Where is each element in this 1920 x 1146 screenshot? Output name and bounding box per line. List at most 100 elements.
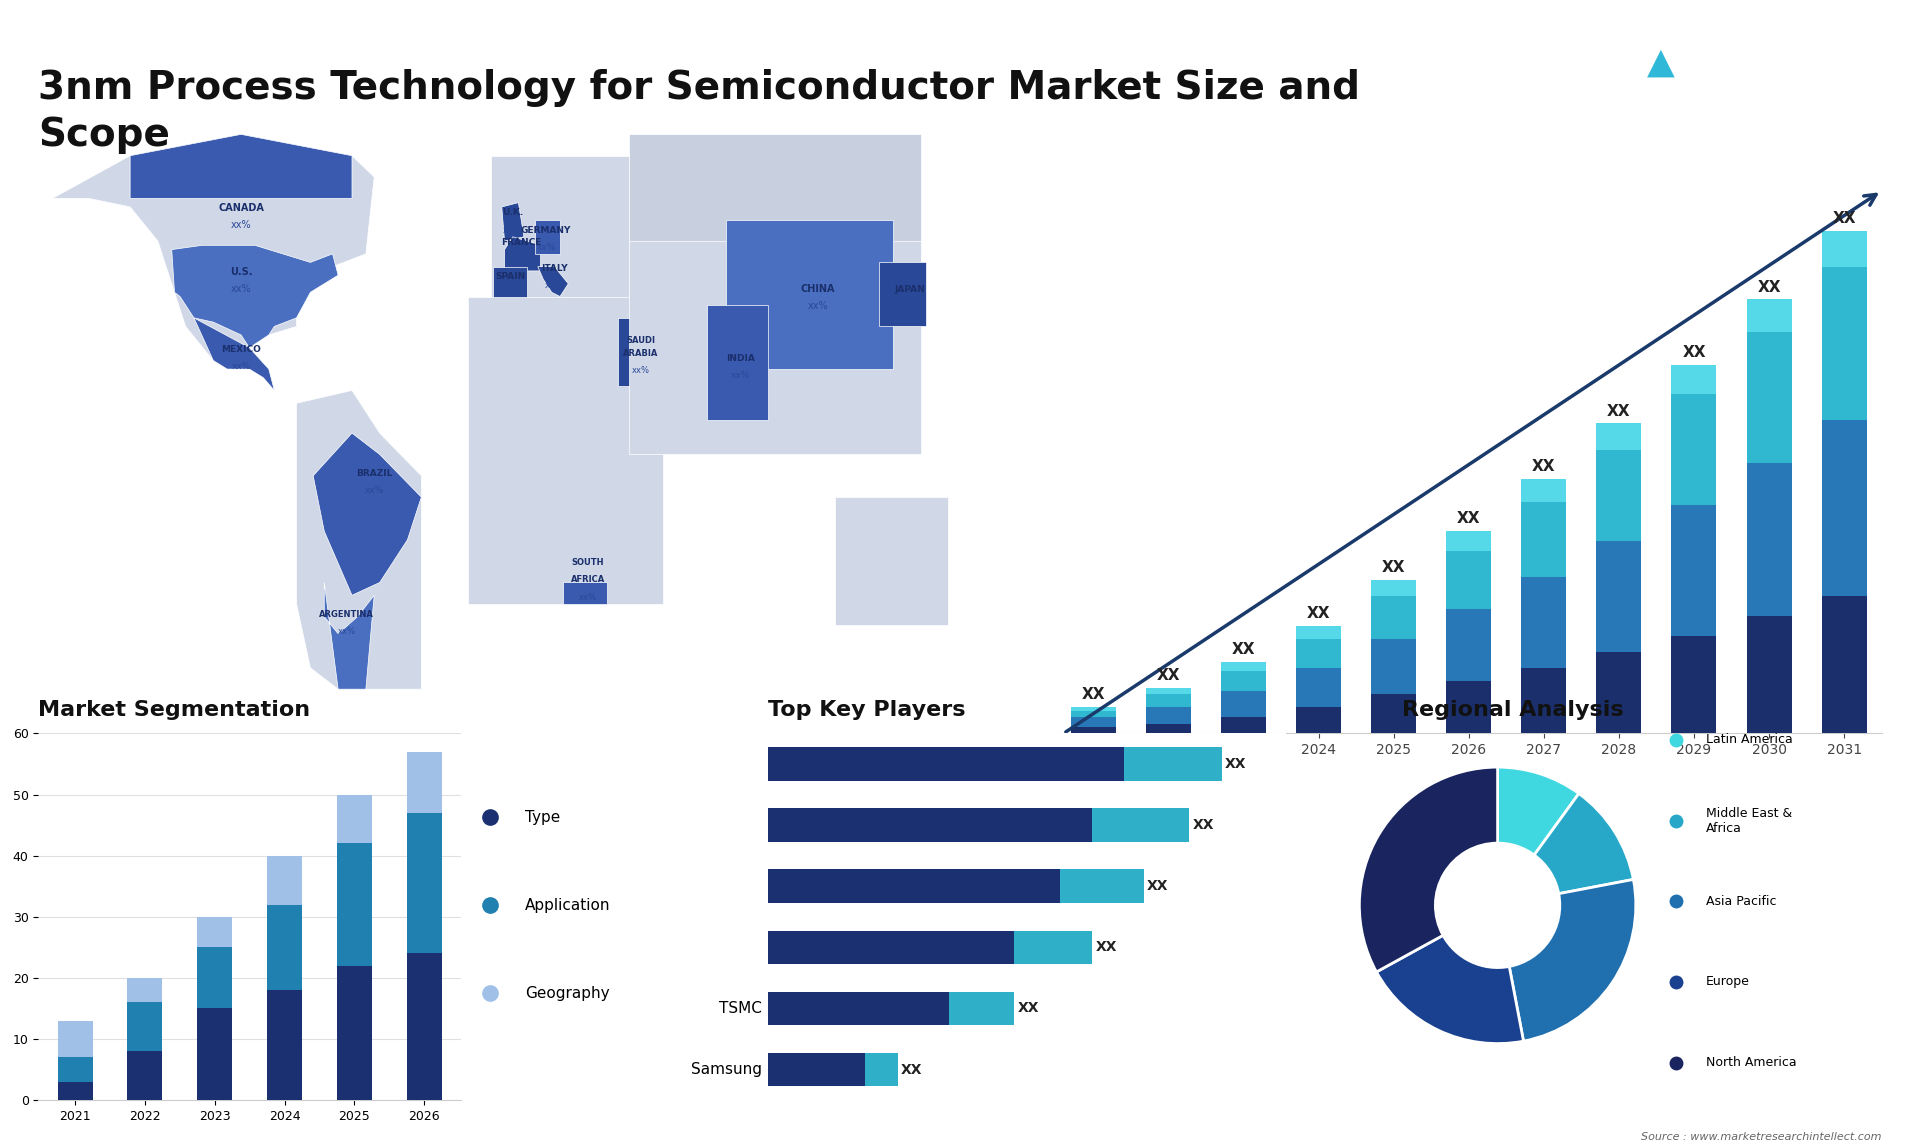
Text: xx%: xx%	[900, 303, 920, 312]
Polygon shape	[492, 156, 630, 300]
Text: xx%: xx%	[230, 220, 252, 230]
Bar	[1296, 707, 1342, 733]
Bar	[1446, 610, 1492, 681]
Bar	[127, 1003, 163, 1051]
Text: JAPAN: JAPAN	[895, 285, 925, 295]
Wedge shape	[1498, 767, 1578, 855]
Text: Type: Type	[526, 810, 561, 825]
Bar	[1071, 727, 1116, 733]
Bar	[1071, 717, 1116, 727]
Bar	[1521, 668, 1567, 733]
Bar	[1221, 672, 1265, 691]
Text: North America: North America	[1705, 1057, 1797, 1069]
Bar	[1822, 596, 1866, 733]
Bar	[127, 978, 163, 1003]
Polygon shape	[879, 262, 925, 327]
Bar	[1747, 299, 1791, 332]
Text: XX: XX	[1382, 560, 1405, 575]
Bar	[1071, 707, 1116, 711]
Bar	[1371, 638, 1417, 694]
Text: CHINA: CHINA	[801, 284, 835, 295]
Bar	[1596, 424, 1642, 449]
Text: xx%: xx%	[632, 367, 649, 376]
Text: TSMC: TSMC	[718, 1000, 762, 1017]
Wedge shape	[1377, 935, 1523, 1044]
Polygon shape	[707, 305, 768, 421]
Bar	[1747, 617, 1791, 733]
Bar	[1672, 394, 1716, 505]
Text: Latin America: Latin America	[1705, 733, 1793, 746]
Text: XX: XX	[1225, 758, 1246, 771]
Text: MEXICO: MEXICO	[221, 345, 261, 354]
Text: XX: XX	[1757, 280, 1780, 295]
Bar	[336, 794, 372, 843]
Bar	[1822, 421, 1866, 596]
Text: AFRICA: AFRICA	[570, 575, 605, 584]
Text: xx%: xx%	[578, 592, 597, 602]
Polygon shape	[726, 220, 893, 369]
Bar	[1221, 717, 1265, 733]
Text: xx%: xx%	[365, 486, 384, 495]
Bar	[1146, 688, 1190, 694]
Polygon shape	[131, 134, 351, 198]
Polygon shape	[501, 203, 524, 241]
Text: Application: Application	[526, 897, 611, 913]
Text: XX: XX	[1094, 941, 1117, 955]
Text: BRAZIL: BRAZIL	[355, 469, 392, 478]
Bar	[1521, 502, 1567, 576]
Bar	[768, 808, 1092, 842]
Bar	[1672, 505, 1716, 636]
Polygon shape	[52, 134, 374, 369]
Polygon shape	[468, 297, 662, 604]
Text: Middle East &
Africa: Middle East & Africa	[1705, 807, 1791, 834]
Bar	[1146, 694, 1190, 707]
Bar	[407, 752, 442, 813]
Text: ARABIA: ARABIA	[622, 350, 659, 359]
Bar	[1672, 636, 1716, 733]
Bar	[407, 813, 442, 953]
Bar	[1446, 551, 1492, 610]
Bar	[768, 870, 1060, 903]
Polygon shape	[618, 317, 674, 386]
Bar	[1521, 479, 1567, 502]
Text: XX: XX	[1192, 818, 1213, 832]
Text: xx%: xx%	[511, 256, 530, 265]
Bar	[1822, 267, 1866, 421]
Text: ▲: ▲	[1647, 46, 1674, 79]
Polygon shape	[536, 220, 561, 254]
Bar	[1071, 711, 1116, 717]
Text: XX: XX	[1532, 460, 1555, 474]
Text: XX: XX	[1081, 688, 1106, 702]
Bar	[58, 1058, 92, 1082]
Text: xx%: xx%	[536, 243, 555, 252]
Polygon shape	[171, 245, 338, 347]
Bar	[1060, 870, 1144, 903]
Polygon shape	[630, 134, 920, 241]
Text: SPAIN: SPAIN	[495, 273, 526, 282]
Text: XX: XX	[1308, 606, 1331, 621]
Text: Regional Analysis: Regional Analysis	[1402, 700, 1622, 720]
Wedge shape	[1359, 767, 1498, 972]
Bar	[267, 904, 301, 990]
Bar	[1296, 638, 1342, 668]
Text: XX: XX	[1233, 642, 1256, 657]
Polygon shape	[538, 267, 568, 297]
Bar	[768, 931, 1014, 964]
Wedge shape	[1509, 879, 1636, 1041]
Polygon shape	[505, 237, 541, 270]
Text: Samsung: Samsung	[691, 1062, 762, 1077]
Bar	[1296, 626, 1342, 638]
Bar	[127, 1051, 163, 1100]
Polygon shape	[835, 497, 948, 626]
Bar	[1296, 668, 1342, 707]
Bar	[768, 747, 1125, 780]
Bar	[1822, 231, 1866, 267]
Bar	[1371, 580, 1417, 596]
Text: Top Key Players: Top Key Players	[768, 700, 966, 720]
Text: FRANCE: FRANCE	[501, 238, 541, 248]
Text: XX: XX	[1682, 345, 1705, 360]
Bar	[1747, 332, 1791, 463]
Text: 3nm Process Technology for Semiconductor Market Size and
Scope: 3nm Process Technology for Semiconductor…	[38, 69, 1361, 154]
Bar	[1446, 681, 1492, 733]
Bar	[1146, 723, 1190, 733]
